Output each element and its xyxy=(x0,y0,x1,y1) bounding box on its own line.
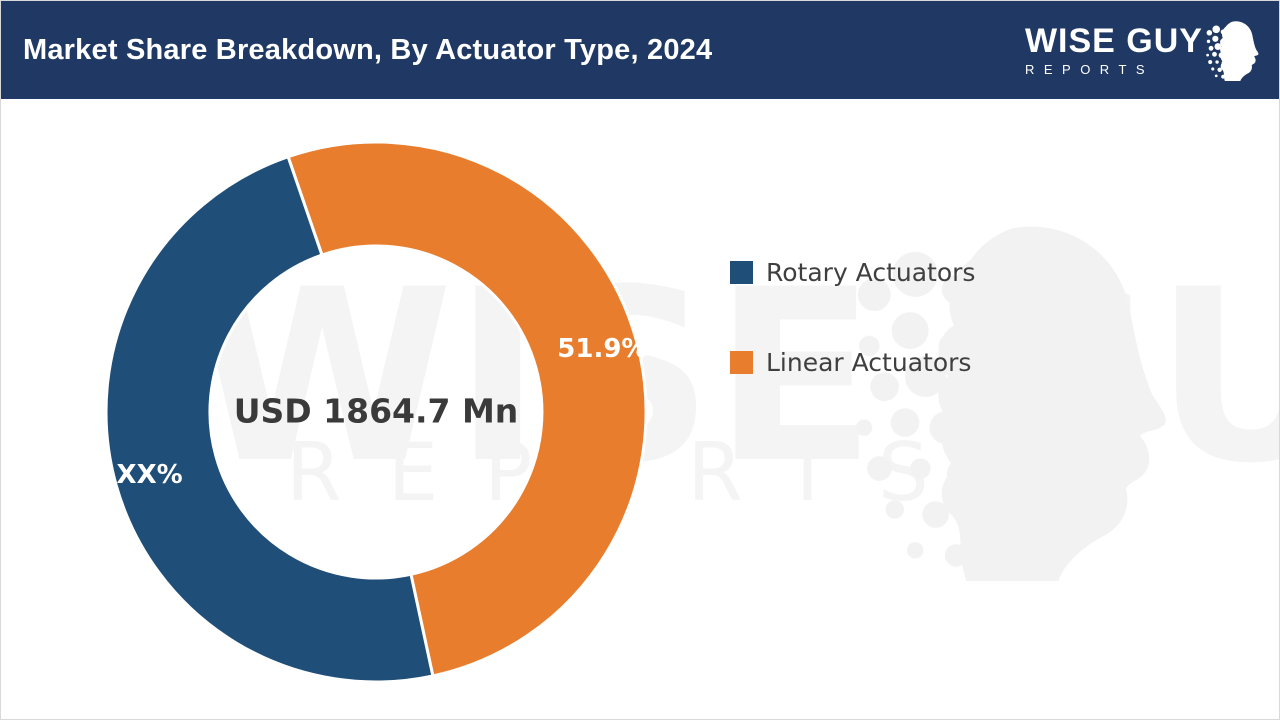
donut-chart-svg xyxy=(104,140,648,684)
wise-guy-logo: WISE GUY REPORTS xyxy=(1025,8,1261,92)
logo-text: WISE GUY REPORTS xyxy=(1025,24,1203,76)
header-bar: Market Share Breakdown, By Actuator Type… xyxy=(1,1,1279,99)
logo-head-icon xyxy=(1199,8,1261,92)
page-title: Market Share Breakdown, By Actuator Type… xyxy=(23,33,713,66)
legend-item-rotary: Rotary Actuators xyxy=(730,259,975,287)
donut-chart: USD 1864.7 Mn 51.9% XX% xyxy=(104,140,648,684)
logo-wordmark: WISE GUY xyxy=(1024,22,1203,60)
legend-swatch-linear xyxy=(730,350,753,374)
legend-label-linear: Linear Actuators xyxy=(766,347,972,377)
slice-percentage-label: 51.9% xyxy=(557,333,648,364)
slice-percentage-label: XX% xyxy=(116,460,183,491)
chart-center-value: USD 1864.7 Mn xyxy=(233,391,519,431)
legend-label-rotary: Rotary Actuators xyxy=(766,258,976,287)
logo-subtitle: REPORTS xyxy=(1024,62,1155,77)
donut-slice-rotary-actuators xyxy=(104,155,435,684)
chart-legend: Rotary Actuators Linear Actuators xyxy=(730,259,975,376)
legend-item-linear: Linear Actuators xyxy=(730,347,975,377)
legend-swatch-rotary xyxy=(730,261,753,285)
donut-slice-linear-actuators xyxy=(286,140,648,678)
